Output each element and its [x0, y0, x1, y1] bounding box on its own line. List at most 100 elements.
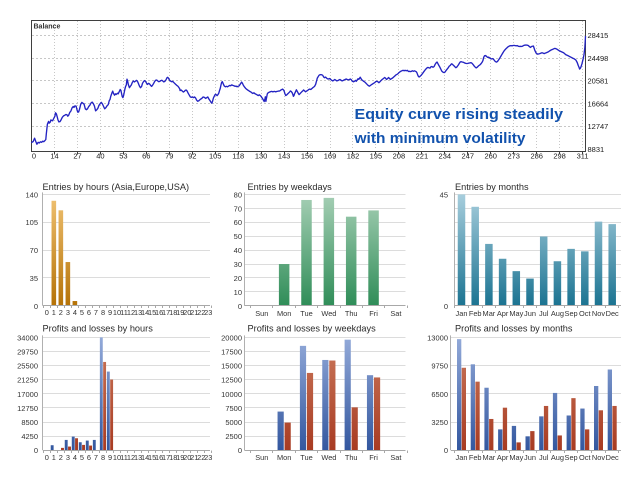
svg-text:20581: 20581: [588, 77, 609, 86]
svg-text:4250: 4250: [21, 432, 38, 441]
svg-text:7: 7: [94, 308, 98, 317]
svg-text:12747: 12747: [588, 122, 609, 131]
svg-text:Profits and losses by weekdays: Profits and losses by weekdays: [248, 323, 377, 333]
svg-text:Jul: Jul: [539, 453, 549, 462]
svg-text:Dec: Dec: [606, 309, 619, 318]
svg-text:Fri: Fri: [369, 309, 378, 318]
svg-text:21250: 21250: [17, 376, 38, 385]
svg-text:16664: 16664: [588, 99, 609, 108]
svg-text:143: 143: [278, 152, 291, 161]
svg-text:Tue: Tue: [300, 309, 312, 318]
svg-text:Sat: Sat: [390, 309, 401, 318]
svg-text:11: 11: [120, 453, 128, 462]
svg-text:Mon: Mon: [277, 309, 291, 318]
svg-text:16: 16: [155, 453, 163, 462]
svg-text:Thu: Thu: [345, 309, 358, 318]
svg-text:2: 2: [59, 308, 63, 317]
svg-text:260: 260: [484, 152, 497, 161]
svg-text:195: 195: [370, 152, 383, 161]
svg-text:6: 6: [87, 308, 91, 317]
svg-text:6500: 6500: [431, 390, 448, 399]
svg-text:18: 18: [169, 453, 177, 462]
svg-text:27: 27: [73, 152, 81, 161]
svg-text:Sep: Sep: [565, 453, 578, 462]
svg-text:Jul: Jul: [539, 309, 549, 318]
svg-text:273: 273: [507, 152, 520, 161]
svg-text:80: 80: [234, 190, 242, 199]
svg-text:Wed: Wed: [321, 309, 336, 318]
svg-text:50: 50: [234, 232, 242, 241]
svg-text:9750: 9750: [431, 362, 448, 371]
svg-text:19: 19: [176, 453, 184, 462]
svg-text:3: 3: [66, 308, 70, 317]
svg-text:34000: 34000: [17, 333, 38, 342]
svg-text:70: 70: [234, 204, 242, 213]
svg-text:0: 0: [444, 446, 448, 455]
svg-text:23: 23: [204, 453, 212, 462]
svg-text:20: 20: [183, 308, 191, 317]
svg-text:156: 156: [301, 152, 314, 161]
svg-text:0: 0: [444, 302, 448, 311]
svg-text:Jan: Jan: [456, 309, 468, 318]
svg-text:Thu: Thu: [345, 453, 358, 462]
svg-text:Tue: Tue: [300, 453, 312, 462]
svg-text:60: 60: [234, 218, 242, 227]
svg-text:70: 70: [30, 246, 38, 255]
svg-text:7: 7: [94, 453, 98, 462]
svg-text:Nov: Nov: [592, 453, 605, 462]
svg-text:Fri: Fri: [369, 453, 378, 462]
svg-text:Mar: Mar: [483, 309, 496, 318]
svg-text:Apr: Apr: [497, 309, 509, 318]
svg-text:Sun: Sun: [255, 453, 268, 462]
svg-text:6: 6: [87, 453, 91, 462]
svg-text:22: 22: [197, 308, 205, 317]
svg-text:Mon: Mon: [277, 453, 291, 462]
svg-text:169: 169: [324, 152, 337, 161]
svg-text:15: 15: [148, 453, 156, 462]
svg-text:10000: 10000: [221, 390, 242, 399]
svg-text:Feb: Feb: [469, 309, 482, 318]
svg-text:20000: 20000: [221, 333, 242, 342]
svg-text:40: 40: [234, 246, 242, 255]
svg-text:29750: 29750: [17, 348, 38, 357]
svg-text:130: 130: [255, 152, 268, 161]
svg-text:10: 10: [113, 453, 121, 462]
svg-text:Jun: Jun: [524, 309, 536, 318]
svg-text:92: 92: [188, 152, 196, 161]
svg-text:28415: 28415: [588, 31, 609, 40]
svg-text:Feb: Feb: [469, 453, 482, 462]
svg-text:Jun: Jun: [524, 453, 536, 462]
svg-text:17: 17: [162, 308, 170, 317]
svg-text:20: 20: [183, 453, 191, 462]
svg-text:25500: 25500: [17, 362, 38, 371]
svg-text:0: 0: [34, 302, 38, 311]
svg-text:12: 12: [127, 453, 135, 462]
svg-text:Equity curve rising steadily: Equity curve rising steadily: [355, 106, 564, 123]
svg-text:17: 17: [162, 453, 170, 462]
svg-text:311: 311: [577, 152, 589, 161]
svg-text:20: 20: [234, 274, 242, 283]
svg-text:May: May: [509, 309, 523, 318]
svg-text:Oct: Oct: [579, 453, 591, 462]
svg-text:0: 0: [45, 308, 49, 317]
svg-text:11: 11: [120, 308, 128, 317]
svg-text:12750: 12750: [17, 404, 38, 413]
svg-text:40: 40: [96, 152, 104, 161]
svg-text:2: 2: [59, 453, 63, 462]
svg-text:4: 4: [73, 308, 77, 317]
svg-text:12500: 12500: [221, 376, 242, 385]
svg-text:140: 140: [25, 190, 38, 199]
svg-text:8: 8: [101, 308, 105, 317]
svg-text:105: 105: [25, 218, 38, 227]
svg-text:8831: 8831: [588, 145, 605, 154]
svg-text:Aug: Aug: [551, 309, 564, 318]
svg-text:45: 45: [440, 190, 448, 199]
svg-text:Apr: Apr: [497, 453, 509, 462]
svg-text:17000: 17000: [17, 390, 38, 399]
svg-text:13: 13: [134, 308, 142, 317]
svg-text:2500: 2500: [225, 432, 242, 441]
svg-text:18: 18: [169, 308, 177, 317]
svg-text:1: 1: [52, 308, 56, 317]
svg-text:3250: 3250: [431, 418, 448, 427]
svg-text:Profits and losses by hours: Profits and losses by hours: [43, 323, 154, 333]
